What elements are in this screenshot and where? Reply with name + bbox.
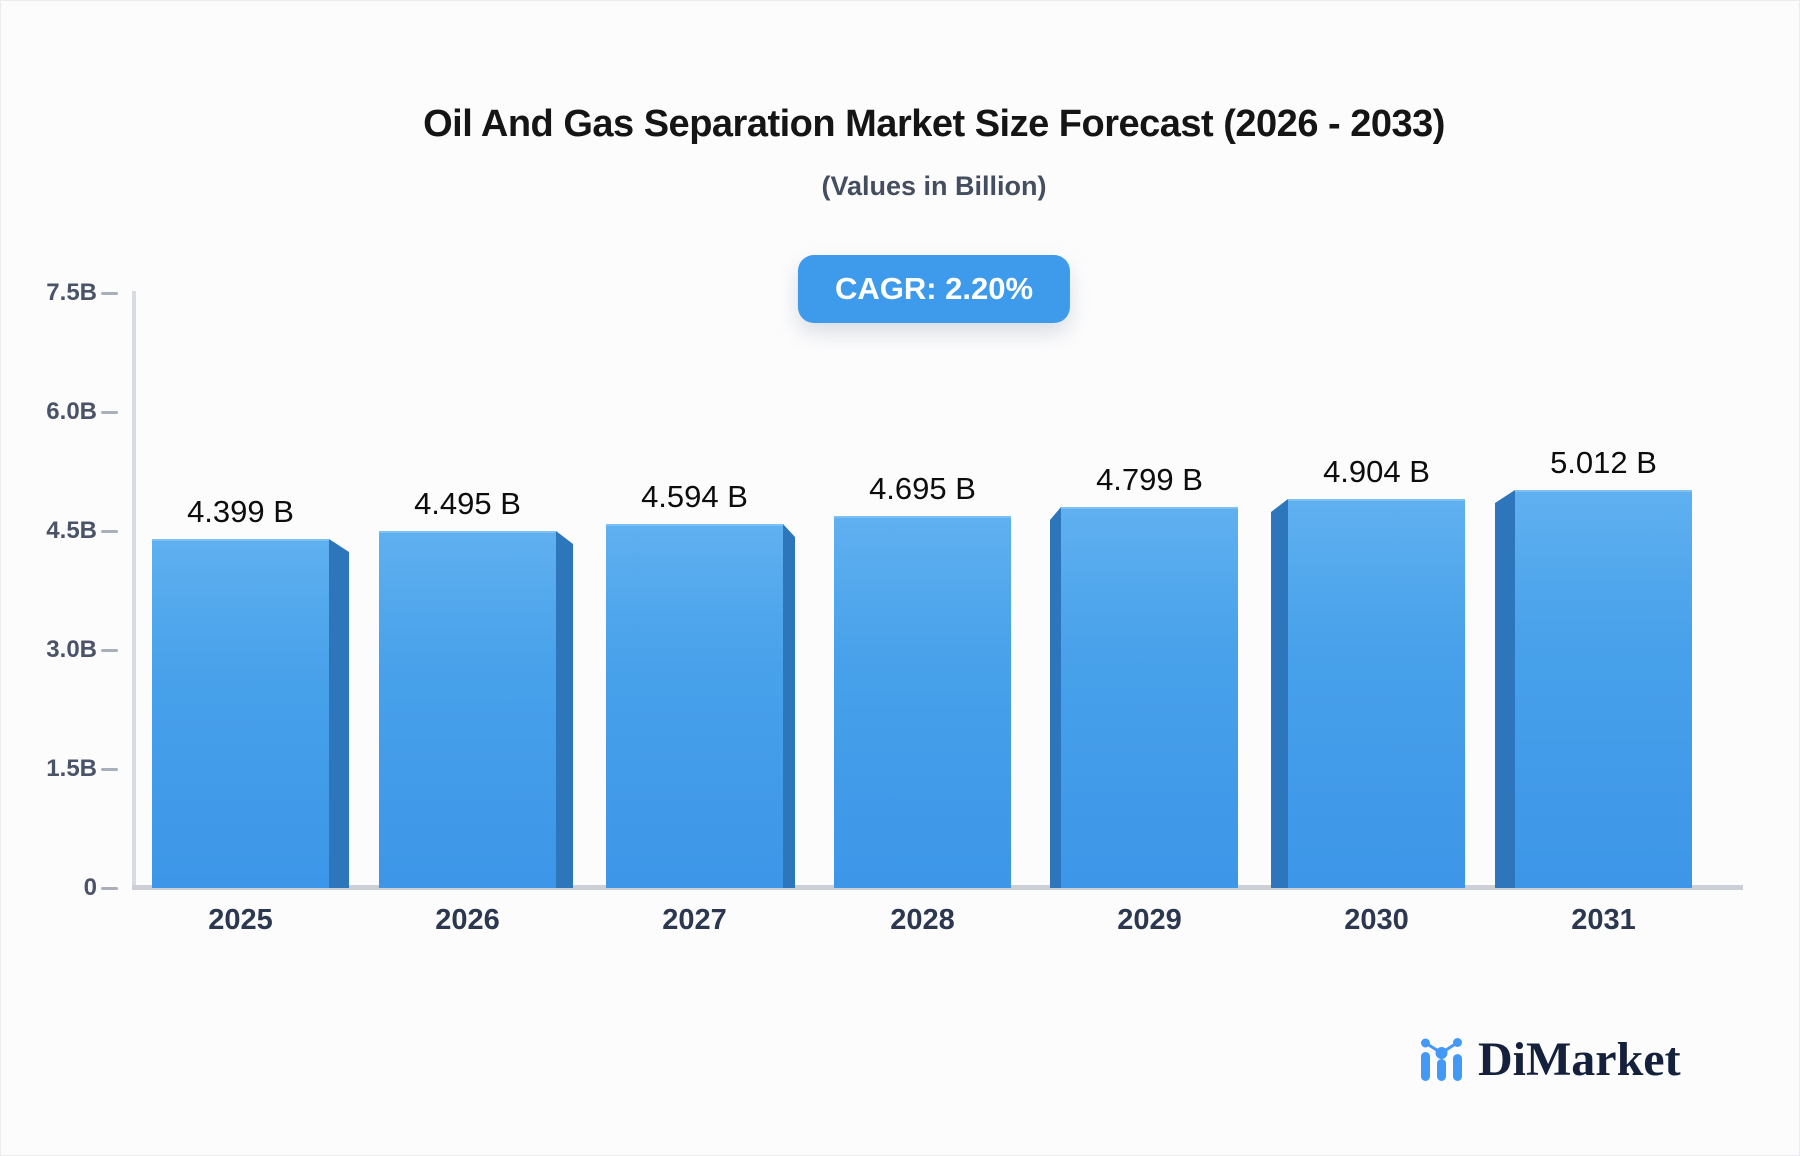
bar-value-label-2028: 4.695 B xyxy=(869,471,976,506)
bar-side-2031 xyxy=(1495,490,1515,888)
x-axis-label-2030: 2030 xyxy=(1344,904,1409,936)
y-axis-tick-mark xyxy=(101,649,118,652)
y-axis-tick-mark xyxy=(101,292,118,295)
brand-name: DiMarket xyxy=(1478,1033,1681,1087)
bar-value-label-2031: 5.012 B xyxy=(1550,445,1657,480)
x-axis-label-2031: 2031 xyxy=(1571,904,1636,936)
bar-value-label-2025: 4.399 B xyxy=(187,494,294,529)
y-axis-tick-label: 1.5B xyxy=(46,755,97,782)
bar-face-2026 xyxy=(379,531,556,888)
bar-value-label-2030: 4.904 B xyxy=(1323,454,1430,489)
bar-2029 xyxy=(1050,507,1238,888)
y-axis-tick-label: 6.0B xyxy=(46,398,97,425)
bar-face-2028 xyxy=(834,516,1011,888)
bar-line-chart-icon xyxy=(1421,1038,1462,1081)
bar-2026 xyxy=(379,531,573,888)
bar-face-2031 xyxy=(1515,490,1692,888)
cagr-badge: CAGR: 2.20% xyxy=(797,255,1071,323)
x-axis-label-2025: 2025 xyxy=(208,904,273,936)
y-axis-tick-label: 0 xyxy=(83,874,97,901)
x-axis-label-2027: 2027 xyxy=(662,904,727,936)
y-axis-tick-mark xyxy=(101,530,118,533)
bar-side-2026 xyxy=(556,531,573,888)
bar-2025 xyxy=(152,539,349,888)
bar-side-2029 xyxy=(1050,507,1061,888)
bar-face-2029 xyxy=(1061,507,1238,888)
x-axis-label-2026: 2026 xyxy=(435,904,500,936)
y-axis-tick-label: 4.5B xyxy=(46,517,97,544)
y-axis-tick-label: 3.0B xyxy=(46,636,97,663)
bar-value-label-2027: 4.594 B xyxy=(641,479,748,514)
bar-2031 xyxy=(1495,490,1692,888)
chart-subtitle: (Values in Billion) xyxy=(821,171,1047,201)
bar-value-label-2029: 4.799 B xyxy=(1096,462,1203,497)
y-axis-tick-mark xyxy=(101,887,118,890)
bar-value-label-2026: 4.495 B xyxy=(414,486,521,521)
x-axis-label-2029: 2029 xyxy=(1117,904,1182,936)
bar-2027 xyxy=(606,524,795,888)
bar-face-2025 xyxy=(152,539,329,888)
bar-face-2030 xyxy=(1288,499,1465,888)
bar-side-2030 xyxy=(1271,499,1288,888)
bar-face-2027 xyxy=(606,524,783,888)
y-axis-line xyxy=(132,291,136,888)
y-axis-tick-label: 7.5B xyxy=(46,279,97,306)
y-axis-tick-mark xyxy=(101,768,118,771)
x-axis-label-2028: 2028 xyxy=(890,904,955,936)
y-axis-tick-mark xyxy=(101,411,118,414)
brand-logo[interactable]: DiMarket xyxy=(1419,1033,1681,1087)
bar-side-2025 xyxy=(329,539,349,888)
chart-title: Oil And Gas Separation Market Size Forec… xyxy=(423,103,1445,145)
bar-2028 xyxy=(834,516,1011,888)
bar-side-2027 xyxy=(783,524,795,888)
bar-2030 xyxy=(1271,499,1465,888)
